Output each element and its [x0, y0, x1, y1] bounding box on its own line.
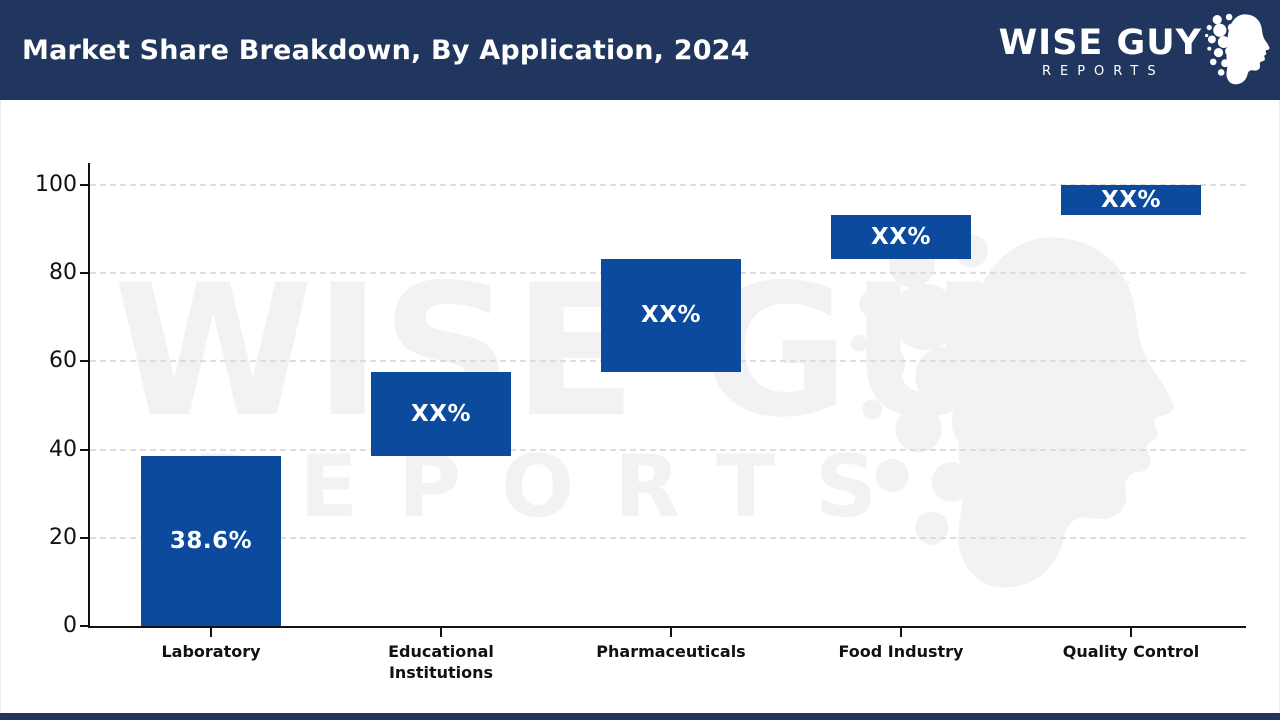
y-tick-label: 80 — [49, 260, 77, 286]
bar-value-label: 38.6% — [169, 527, 253, 554]
logo-name: WISE GUY — [998, 22, 1202, 63]
bar-segment: XX% — [601, 258, 741, 372]
grid-line — [90, 536, 1246, 539]
wise-guy-logo: WISE GUY REPORTS — [999, 6, 1270, 94]
x-tick-mark — [440, 628, 442, 637]
watermark-reports: REPORTS — [193, 437, 918, 537]
bar-segment: XX% — [1061, 185, 1201, 215]
x-tick-label: Laboratory — [161, 642, 261, 661]
y-tick-label: 0 — [63, 613, 77, 638]
x-axis-line — [88, 626, 1246, 628]
header-bar: Market Share Breakdown, By Application, … — [0, 0, 1280, 100]
bar-value-label: XX% — [1100, 186, 1161, 213]
x-tick-label: Educational Institutions — [388, 642, 494, 682]
y-tick-label: 60 — [49, 348, 77, 374]
bar-value-label: XX% — [640, 302, 701, 329]
chart-area: WISE GUY REPORTS 0 20 40 60 80 100 38.6% Labora… — [0, 100, 1280, 713]
x-tick-mark — [210, 628, 212, 637]
page-title: Market Share Breakdown, By Application, … — [22, 34, 750, 66]
y-axis-line — [88, 163, 90, 628]
y-tick-mark — [80, 360, 90, 363]
y-tick-label: 100 — [35, 172, 77, 197]
footer-bar — [0, 713, 1280, 720]
x-tick-mark — [670, 628, 672, 637]
head-profile-icon — [1204, 13, 1270, 85]
grid-line — [90, 184, 1246, 186]
y-tick-mark — [80, 184, 90, 186]
x-tick-label: Pharmaceuticals — [596, 642, 746, 661]
grid-line — [90, 448, 1246, 451]
y-tick-mark — [80, 272, 90, 275]
x-tick-mark — [1130, 628, 1132, 637]
x-tick-label: Food Industry — [838, 642, 964, 661]
bar-value-label: XX% — [410, 400, 471, 427]
logo-tagline: REPORTS — [1041, 63, 1165, 79]
y-tick-mark — [80, 448, 90, 451]
bar-segment: XX% — [371, 371, 511, 456]
y-tick-mark — [80, 536, 90, 539]
y-tick-label: 40 — [49, 436, 77, 462]
bar-value-label: XX% — [870, 223, 931, 250]
bar-segment: XX% — [831, 214, 971, 259]
x-tick-label: Quality Control — [1062, 642, 1200, 661]
logo-text: WISE GUY REPORTS — [998, 22, 1202, 79]
y-tick-label: 20 — [49, 524, 77, 550]
x-tick-mark — [900, 628, 902, 637]
y-tick-mark — [80, 625, 90, 627]
bar-segment: 38.6% — [141, 455, 281, 626]
watermark-head-icon — [850, 234, 1174, 588]
